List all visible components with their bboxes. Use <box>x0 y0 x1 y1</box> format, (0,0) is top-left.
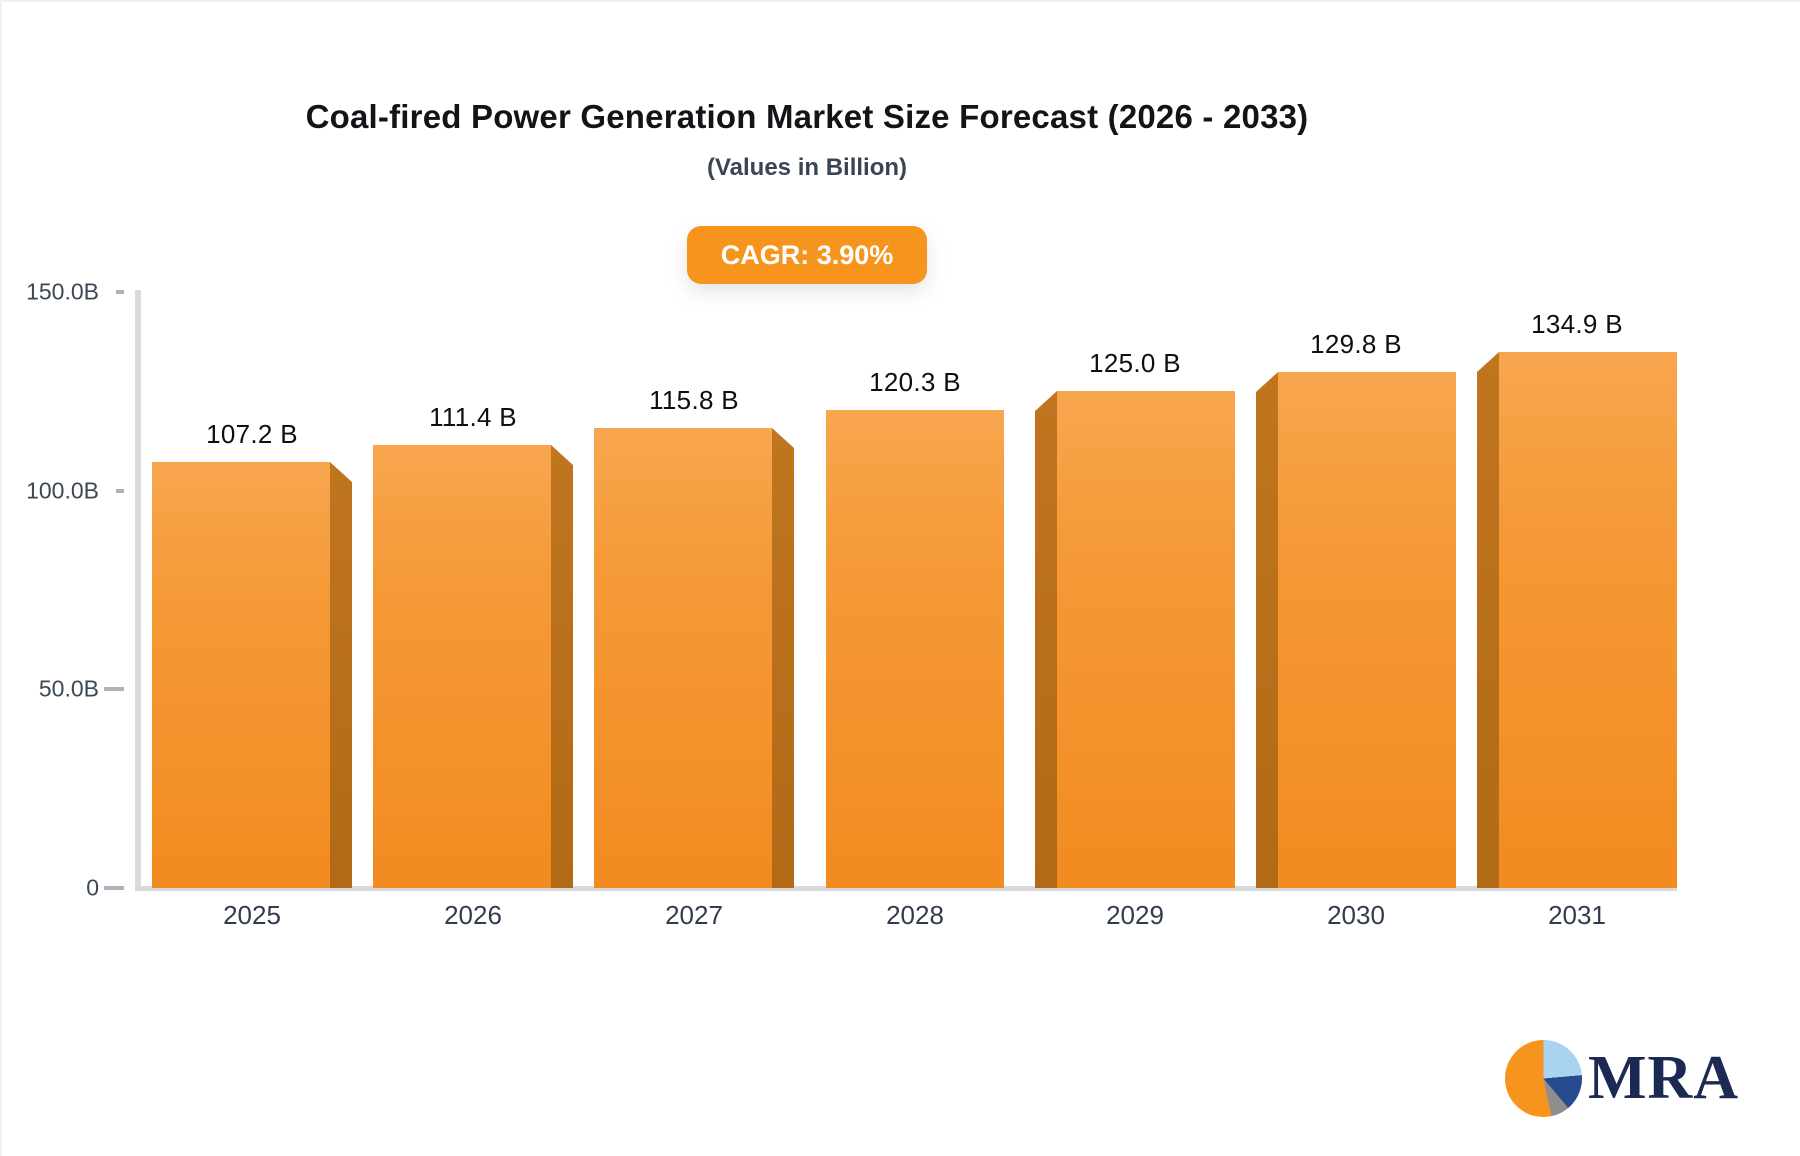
x-axis-label-2025: 2025 <box>223 900 281 930</box>
bar-slot-2029: 125.0 B <box>1035 331 1235 888</box>
bar-slot-2030: 129.8 B <box>1256 312 1456 888</box>
bar-2028[interactable] <box>826 410 1004 888</box>
y-tick-label: 50.0B <box>38 675 99 702</box>
x-axis-label-2031: 2031 <box>1548 900 1606 930</box>
cagr-badge-label: CAGR: 3.90% <box>720 239 894 270</box>
bar-side-shade <box>330 462 352 888</box>
x-axis-label-2029: 2029 <box>1106 900 1164 930</box>
y-tick-label: 100.0B <box>26 477 99 504</box>
bar-2027[interactable] <box>594 428 772 888</box>
cagr-badge: CAGR: 3.90% <box>687 226 927 284</box>
chart-header: Coal-fired Power Generation Market Size … <box>2 2 1612 182</box>
bar-2030[interactable] <box>1278 372 1456 888</box>
bar-2026[interactable] <box>373 445 551 888</box>
bars-container: 107.2 B 111.4 B 115.8 B 120.3 B 125.0 B 129.8… <box>152 2 1677 888</box>
bar-value-label: 125.0 B <box>1089 348 1181 378</box>
bar-side-shade <box>1035 391 1057 888</box>
y-tick-label: 150.0B <box>26 278 99 305</box>
y-tick-mark <box>116 290 124 294</box>
bar-side-shade <box>551 445 573 888</box>
bar-slot-2028: 120.3 B <box>815 350 1015 888</box>
bar-slot-2026: 111.4 B <box>373 385 573 888</box>
y-tick-mark <box>116 488 124 493</box>
bar-value-label: 134.9 B <box>1531 309 1623 339</box>
bar-slot-2031: 134.9 B <box>1477 292 1677 888</box>
x-axis-line <box>135 886 1677 891</box>
y-tick-mark <box>104 687 124 692</box>
x-axis-label-2027: 2027 <box>665 900 723 930</box>
bar-value-label: 107.2 B <box>206 419 298 449</box>
chart-subtitle: (Values in Billion) <box>706 154 908 181</box>
bar-slot-2025: 107.2 B <box>152 402 352 888</box>
bar-value-label: 111.4 B <box>429 402 517 432</box>
bar-side-shade <box>1256 372 1278 888</box>
y-tick-mark <box>104 886 124 890</box>
bar-2029[interactable] <box>1057 391 1235 888</box>
y-tick-label: 0 <box>86 874 99 901</box>
x-axis-label-2030: 2030 <box>1327 900 1385 930</box>
bar-2031[interactable] <box>1499 352 1677 888</box>
bar-value-label: 120.3 B <box>869 367 961 397</box>
x-axis-label-2026: 2026 <box>444 900 502 930</box>
chart-title: Coal-fired Power Generation Market Size … <box>305 98 1309 135</box>
bar-side-shade <box>1477 352 1499 888</box>
bar-slot-2027: 115.8 B <box>594 368 794 888</box>
logo-text: MRA <box>1588 1044 1740 1112</box>
bar-value-label: 129.8 B <box>1310 329 1402 359</box>
bar-value-label: 115.8 B <box>649 385 739 415</box>
x-axis-label-2028: 2028 <box>886 900 944 930</box>
bar-side-shade <box>772 428 794 888</box>
pie-chart-logo-icon <box>1505 1040 1582 1117</box>
mra-logo: MRA <box>1505 1040 1739 1117</box>
y-axis-line <box>135 290 141 890</box>
bar-2025[interactable] <box>152 462 330 888</box>
